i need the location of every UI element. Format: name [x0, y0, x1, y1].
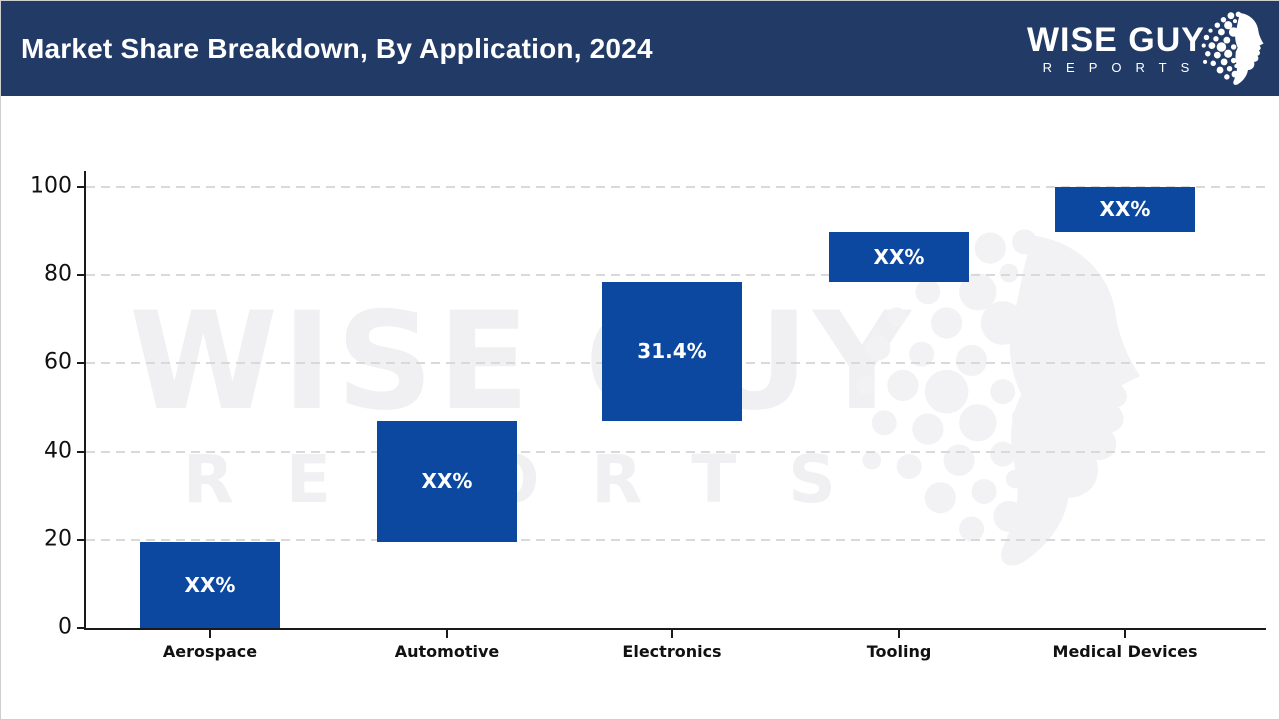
x-tick	[671, 630, 673, 638]
y-axis-tick-label: 20	[44, 526, 72, 552]
y-axis-tick-label: 80	[44, 261, 72, 287]
header-bar: Market Share Breakdown, By Application, …	[1, 1, 1279, 96]
bar-electronics: 31.4%	[602, 282, 742, 421]
y-tick	[77, 450, 84, 453]
bar-value-label: XX%	[421, 469, 473, 494]
bar-medical-devices: XX%	[1055, 186, 1195, 232]
bar-value-label: XX%	[1099, 197, 1151, 222]
y-tick	[77, 185, 84, 188]
x-tick	[898, 630, 900, 638]
y-tick	[77, 274, 84, 277]
page-title: Market Share Breakdown, By Application, …	[21, 32, 653, 64]
bar-value-label: XX%	[873, 245, 925, 269]
y-axis-tick-label: 60	[44, 349, 72, 375]
brand-subname: REPORTS	[1042, 59, 1204, 75]
x-axis-category-label: Automotive	[394, 642, 500, 661]
brand-name: WISE GUY	[1026, 21, 1205, 60]
bar-value-label: XX%	[184, 572, 236, 597]
bar-automotive: XX%	[377, 420, 517, 542]
brand-logo: WISE GUY REPORTS	[1027, 7, 1269, 91]
y-axis-tick-label: 0	[58, 614, 72, 640]
y-axis-tick-label: 40	[44, 438, 72, 464]
x-axis-category-label: Aerospace	[162, 642, 258, 661]
gridline	[86, 450, 1266, 453]
y-axis-tick-label: 100	[30, 173, 72, 199]
y-axis-line	[84, 171, 86, 630]
x-tick	[446, 630, 448, 638]
y-tick	[77, 538, 84, 541]
bar-aerospace: XX%	[140, 541, 280, 628]
bar-tooling: XX%	[829, 231, 969, 283]
wise-guy-head-icon	[1201, 11, 1264, 85]
brand-logo-text: WISE GUY REPORTS	[1026, 21, 1205, 75]
x-tick	[209, 630, 211, 638]
chart-plot-area: 0 20 40 60 80 100 XX% Aerospace XX% Automotive 31.…	[30, 171, 1266, 661]
x-axis-category-label: Tooling	[866, 642, 932, 661]
y-tick	[77, 362, 84, 365]
gridline	[86, 185, 1266, 188]
x-axis-line	[84, 628, 1266, 630]
x-axis-category-label: Medical Devices	[1052, 642, 1198, 661]
bar-value-label: 31.4%	[637, 339, 707, 364]
gridline	[86, 538, 1266, 541]
y-tick	[77, 627, 84, 629]
x-axis-category-label: Electronics	[622, 642, 722, 661]
watermark-text-line1: WISE GUY	[129, 283, 915, 440]
x-tick	[1124, 630, 1126, 638]
gridline	[86, 274, 1266, 277]
